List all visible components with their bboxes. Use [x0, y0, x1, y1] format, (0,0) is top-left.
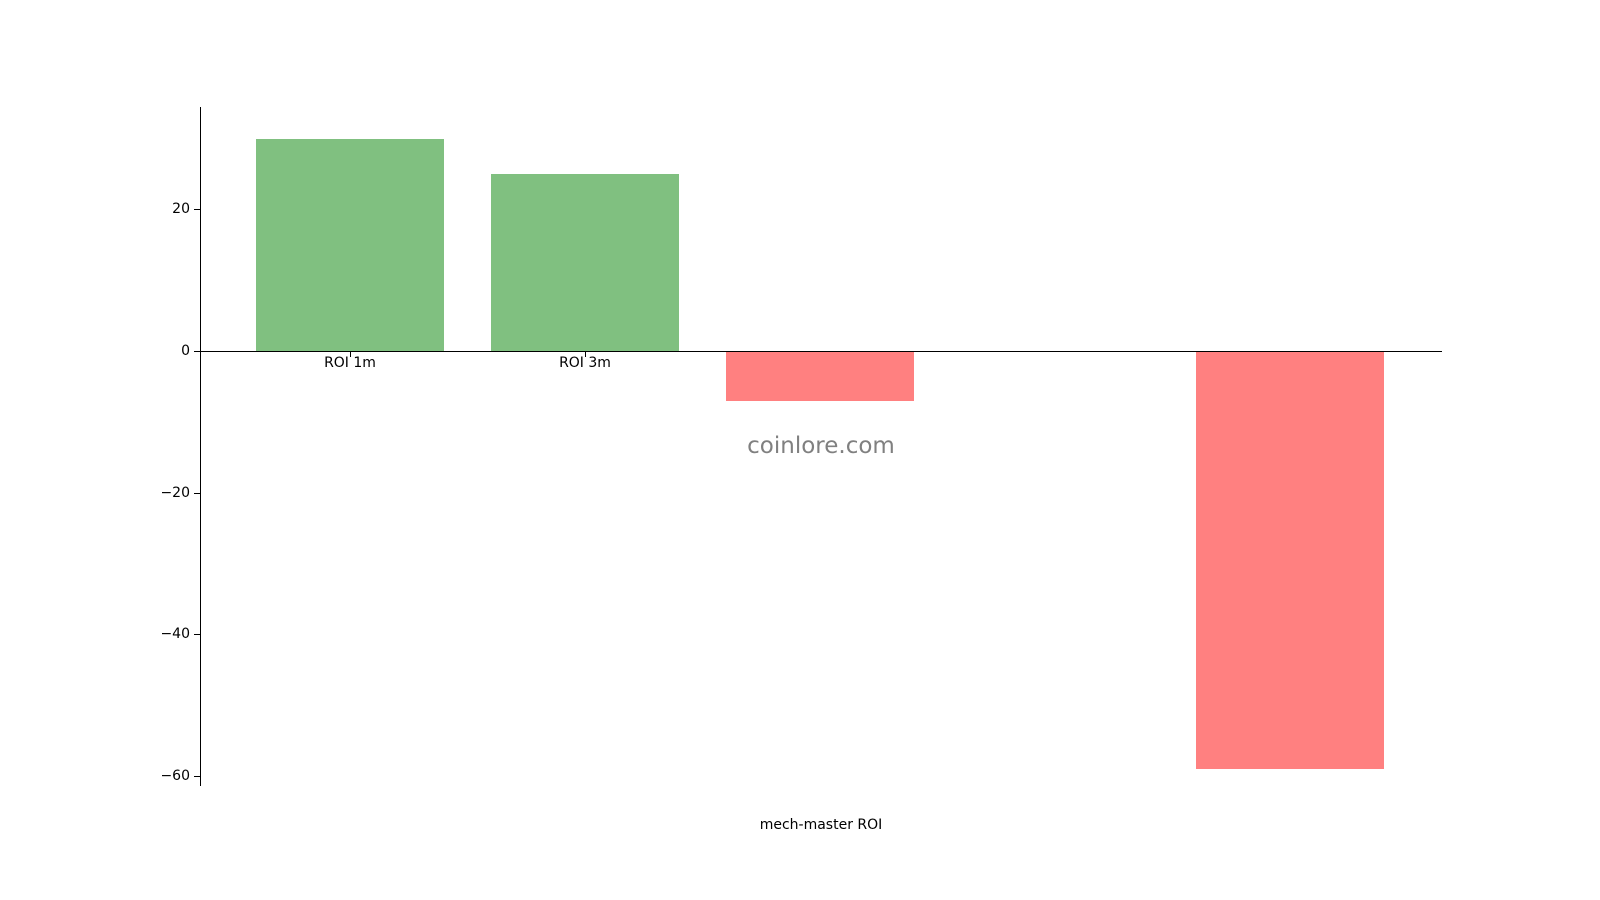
watermark-text: coinlore.com — [747, 433, 895, 459]
bar-roi-3m — [491, 173, 679, 351]
y-tick-label: −40 — [160, 626, 190, 643]
x-axis-title: mech-master ROI — [759, 817, 883, 833]
y-axis-spine — [200, 107, 201, 786]
bar-slot-5 — [1196, 352, 1384, 769]
y-tick-label: −20 — [160, 484, 190, 501]
x-axis-zero-line — [200, 351, 1442, 352]
y-tick-label: −60 — [160, 767, 190, 784]
y-tick-mark — [194, 209, 200, 211]
bar-roi-1m — [256, 138, 444, 351]
x-tick-mark — [350, 352, 351, 357]
y-tick-mark — [194, 492, 200, 494]
y-tick-label: 20 — [172, 201, 190, 218]
y-tick-label: 0 — [181, 343, 190, 359]
y-tick-mark — [194, 634, 200, 636]
y-tick-mark — [194, 351, 200, 352]
bar-slot-3 — [726, 352, 914, 401]
y-tick-mark — [194, 775, 200, 777]
x-tick-mark — [585, 352, 586, 357]
x-tick-label: ROI 1m — [324, 355, 376, 371]
x-tick-label: ROI 3m — [559, 355, 611, 371]
